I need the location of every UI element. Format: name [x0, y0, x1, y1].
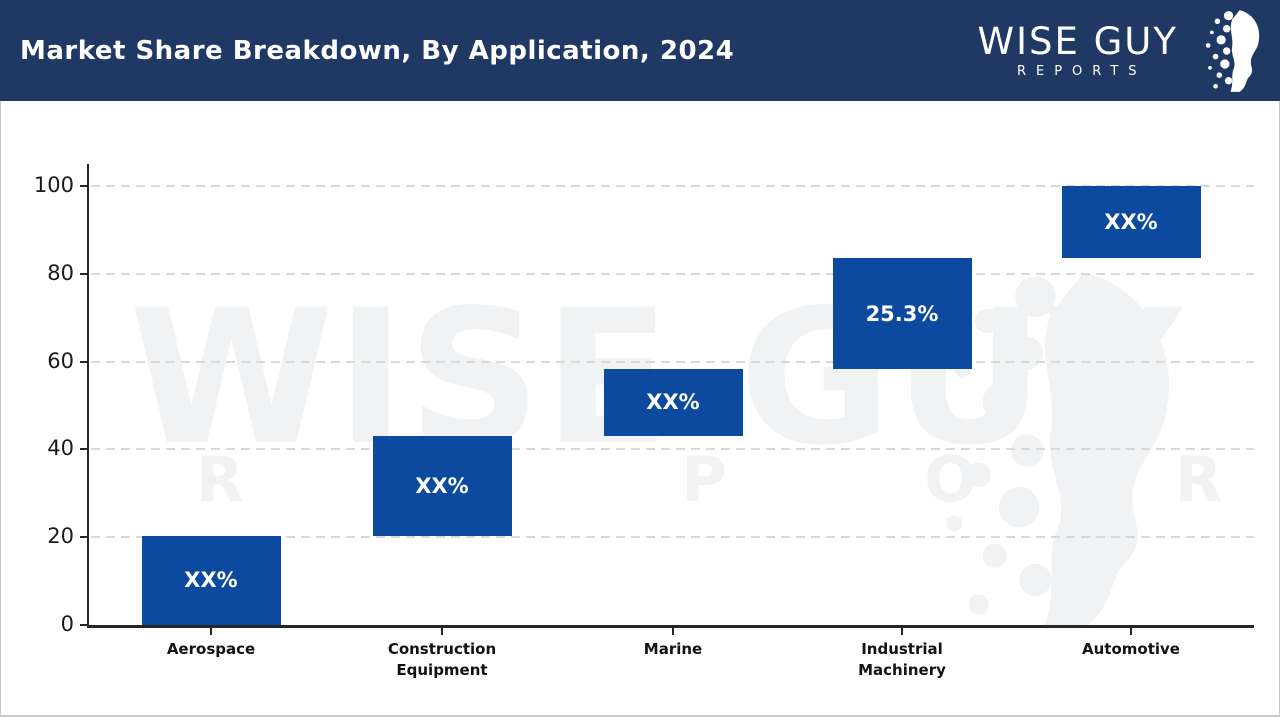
- bar-value-label: XX%: [415, 473, 469, 498]
- bar-marine: XX%: [603, 369, 743, 436]
- bar-aerospace: XX%: [141, 535, 281, 625]
- x-tick-automotive: [1130, 628, 1132, 635]
- bar-industrial-machinery: 25.3%: [832, 257, 972, 370]
- gridline-60: [91, 360, 1254, 363]
- y-tick-label-40: 40: [47, 436, 74, 461]
- chart-panel: WISE GUY R E P O R T S 020406080100XX%Ae…: [0, 101, 1280, 717]
- bar-automotive: XX%: [1061, 186, 1201, 258]
- y-tick-20: [80, 536, 89, 539]
- brand-subtitle: REPORTS: [1016, 64, 1147, 79]
- bar-value-label: XX%: [646, 390, 700, 415]
- y-tick-label-0: 0: [60, 612, 74, 636]
- y-tick-label-80: 80: [47, 260, 74, 285]
- bar-value-label: XX%: [184, 568, 238, 593]
- y-tick-label-100: 100: [33, 173, 74, 197]
- x-tick-construction-equipment: [441, 628, 443, 635]
- x-category-label-automotive: Automotive: [1082, 640, 1180, 658]
- y-axis: [87, 164, 89, 625]
- x-tick-marine: [672, 628, 674, 635]
- y-tick-label-60: 60: [47, 348, 74, 373]
- bar-construction-equipment: XX%: [372, 435, 512, 536]
- x-category-label-aerospace: Aerospace: [166, 640, 256, 658]
- y-tick-60: [80, 360, 89, 363]
- logo-head-icon: [1205, 9, 1260, 92]
- x-tick-aerospace: [210, 628, 212, 635]
- y-tick-40: [80, 448, 89, 451]
- header: Market Share Breakdown, By Application, …: [0, 0, 1280, 101]
- x-axis: [87, 625, 1254, 628]
- gridline-40: [91, 448, 1254, 451]
- x-category-label-industrial-machinery: Industrial Machinery: [858, 640, 946, 679]
- y-tick-0: [80, 624, 89, 626]
- page-title: Market Share Breakdown, By Application, …: [20, 35, 735, 66]
- x-tick-industrial-machinery: [901, 628, 903, 635]
- gridline-100: [91, 185, 1254, 187]
- y-tick-100: [80, 185, 89, 187]
- gridline-80: [91, 272, 1254, 275]
- gridline-20: [91, 536, 1254, 539]
- brand-name: WISE GUY: [977, 20, 1178, 63]
- x-category-label-construction-equipment: Construction Equipment: [387, 640, 497, 679]
- brand-logo: WISE GUY REPORTS: [978, 8, 1262, 94]
- y-tick-80: [80, 272, 89, 275]
- x-category-label-marine: Marine: [643, 640, 703, 658]
- bar-value-label: XX%: [1104, 209, 1158, 234]
- brand-text: WISE GUY REPORTS: [977, 20, 1178, 80]
- bar-value-label: 25.3%: [865, 301, 939, 326]
- y-tick-label-20: 20: [47, 524, 74, 549]
